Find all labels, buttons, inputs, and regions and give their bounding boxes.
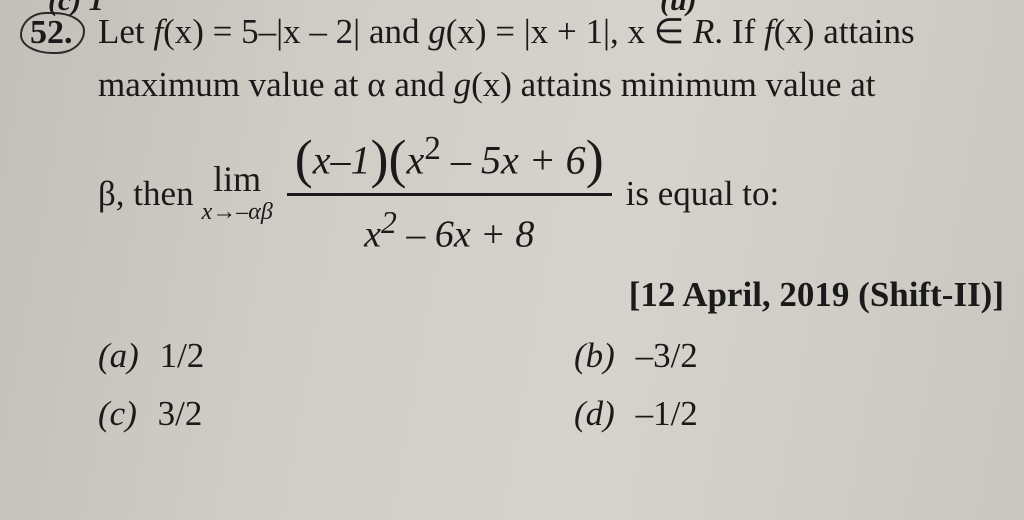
option-b: (b) –3/2 xyxy=(574,336,1010,376)
fn-f: f xyxy=(153,12,163,51)
option-label: (d) xyxy=(574,394,615,433)
option-c: (c) 3/2 xyxy=(98,394,534,434)
option-value: 1/2 xyxy=(160,336,205,375)
den-tail: – 6x + 8 xyxy=(397,213,535,255)
num-term-2a: x xyxy=(407,137,425,182)
paren-open: ( xyxy=(295,129,313,189)
option-a: (a) 1/2 xyxy=(98,336,534,376)
denominator: x2 – 6x + 8 xyxy=(356,196,542,261)
question-number: 52. xyxy=(20,12,85,54)
num-term-2b: – 5x + 6 xyxy=(441,137,586,182)
sup: 2 xyxy=(424,130,441,167)
source-tag: [12 April, 2019 (Shift-II)] xyxy=(98,271,1010,318)
page: (c) 1 (u) 52. Let f(x) = 5–|x – 2| and g… xyxy=(0,0,1024,520)
lim-symbol: lim xyxy=(213,161,261,197)
text: (x) attains minimum value at xyxy=(471,65,875,104)
previous-fragment-left: (c) 1 xyxy=(48,0,104,18)
paren-close: ) xyxy=(371,129,389,189)
text: maximum value at α and xyxy=(98,65,454,104)
num-term-1: x–1 xyxy=(313,137,371,182)
text: (x) = 5–|x – 2| and xyxy=(163,12,428,51)
options-grid: (a) 1/2 (b) –3/2 (c) 3/2 (d) –1/2 xyxy=(20,336,1010,434)
fn-g: g xyxy=(428,12,446,51)
option-value: –1/2 xyxy=(636,394,698,433)
sup: 2 xyxy=(381,205,397,240)
paren-open: ( xyxy=(389,129,407,189)
limit-operator: lim x→–αβ xyxy=(202,161,273,225)
lim-subscript: x→–αβ xyxy=(202,199,273,225)
option-value: –3/2 xyxy=(636,336,698,375)
den-term-a: x xyxy=(364,213,381,255)
option-label: (c) xyxy=(98,394,137,433)
option-label: (b) xyxy=(574,336,615,375)
option-value: 3/2 xyxy=(158,394,203,433)
text: (x) = |x + 1|, x ∈ xyxy=(446,12,693,51)
text: (x) attains xyxy=(774,12,915,51)
paren-close: ) xyxy=(586,129,604,189)
beta-then: β, then xyxy=(98,170,194,217)
limit-expression-row: β, then lim x→–αβ (x–1)(x2 – 5x + 6) x2 … xyxy=(98,127,1010,261)
text: Let xyxy=(98,12,153,51)
question-number-wrap: (c) 1 (u) 52. xyxy=(20,12,98,54)
text: . If xyxy=(714,12,764,51)
fn-g: g xyxy=(454,65,472,104)
question-header-row: (c) 1 (u) 52. Let f(x) = 5–|x – 2| and g… xyxy=(20,8,1010,318)
is-equal-to: is equal to: xyxy=(626,170,780,217)
numerator: (x–1)(x2 – 5x + 6) xyxy=(287,127,612,196)
option-label: (a) xyxy=(98,336,139,375)
option-d: (d) –1/2 xyxy=(574,394,1010,434)
question-body: Let f(x) = 5–|x – 2| and g(x) = |x + 1|,… xyxy=(98,8,1010,318)
previous-fragment-right: (u) xyxy=(660,0,697,18)
fn-f: f xyxy=(764,12,774,51)
fraction: (x–1)(x2 – 5x + 6) x2 – 6x + 8 xyxy=(287,127,612,261)
